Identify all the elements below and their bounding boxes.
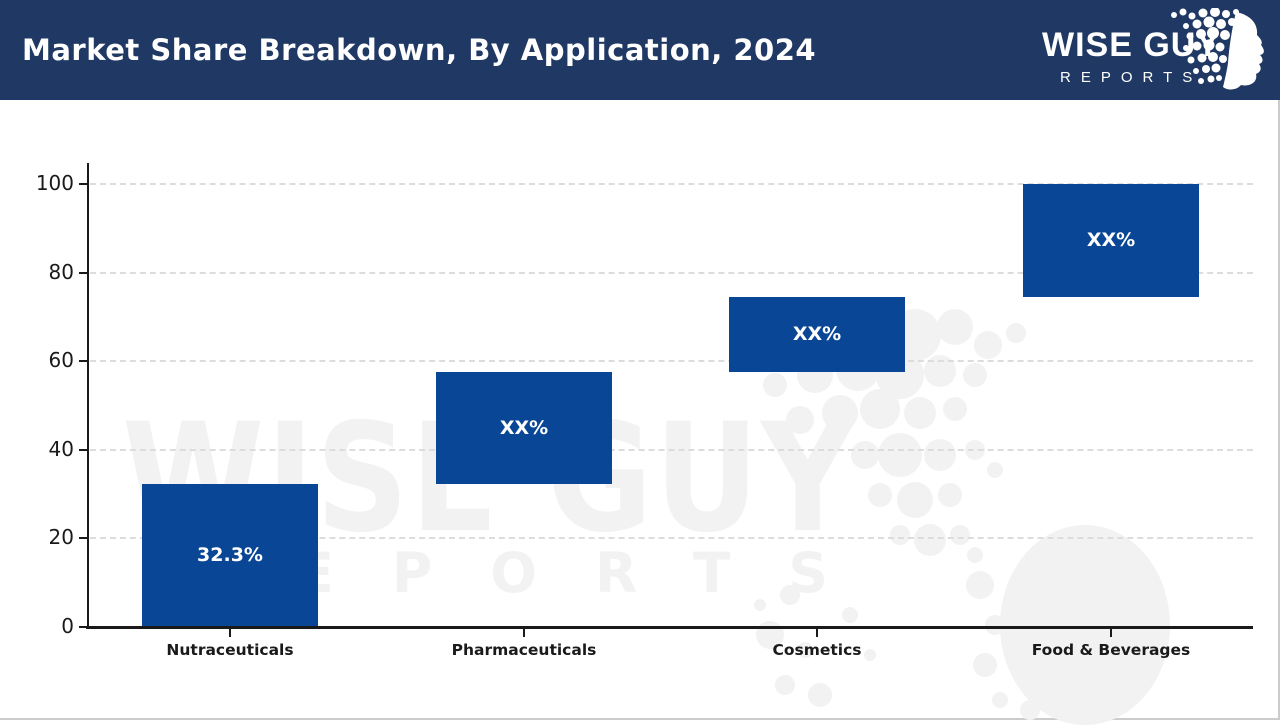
bar-value-label: 32.3% <box>197 544 263 567</box>
x-tick <box>523 629 525 637</box>
bar-nutraceuticals: 32.3% <box>142 483 318 627</box>
y-tick <box>79 271 88 274</box>
logo-face-profile-icon <box>1223 12 1264 90</box>
y-tick-label: 60 <box>48 348 74 373</box>
bar-value-label: XX% <box>1086 229 1136 252</box>
wiseguy-logo: WISE GUY REPORTS <box>1042 8 1264 90</box>
y-tick <box>79 360 88 363</box>
x-tick <box>229 629 231 637</box>
x-tick <box>1110 629 1112 637</box>
y-tick-label: 40 <box>48 436 74 461</box>
y-tick <box>79 448 88 451</box>
y-tick <box>79 537 88 540</box>
x-category-label: Cosmetics <box>772 641 862 659</box>
x-tick <box>816 629 818 637</box>
header-bar: Market Share Breakdown, By Application, … <box>0 0 1280 100</box>
gridline <box>90 271 1253 274</box>
bar-value-label: XX% <box>499 416 549 439</box>
y-axis <box>87 163 89 629</box>
y-tick <box>79 183 88 185</box>
y-tick-label: 20 <box>48 525 74 550</box>
x-category-label: Nutraceuticals <box>166 641 294 659</box>
logo-tagline: REPORTS <box>1060 69 1202 86</box>
bar-cosmetics: XX% <box>729 296 905 372</box>
gridline <box>90 537 1253 540</box>
chart-title: Market Share Breakdown, By Application, … <box>22 33 817 67</box>
y-tick <box>79 626 88 628</box>
bar-food-beverages: XX% <box>1023 184 1199 297</box>
y-tick-label: 100 <box>35 171 74 195</box>
logo-dot-head-icon <box>1171 8 1264 90</box>
gridline <box>90 183 1253 185</box>
bar-pharmaceuticals: XX% <box>436 371 612 484</box>
x-axis <box>86 626 1253 629</box>
y-tick-label: 80 <box>48 259 74 284</box>
x-category-label: Pharmaceuticals <box>451 641 597 659</box>
x-category-label: Food & Beverages <box>1031 641 1191 659</box>
gridline <box>90 448 1253 451</box>
y-tick-label: 0 <box>61 614 74 638</box>
bar-value-label: XX% <box>792 323 842 346</box>
gridline <box>90 360 1253 363</box>
